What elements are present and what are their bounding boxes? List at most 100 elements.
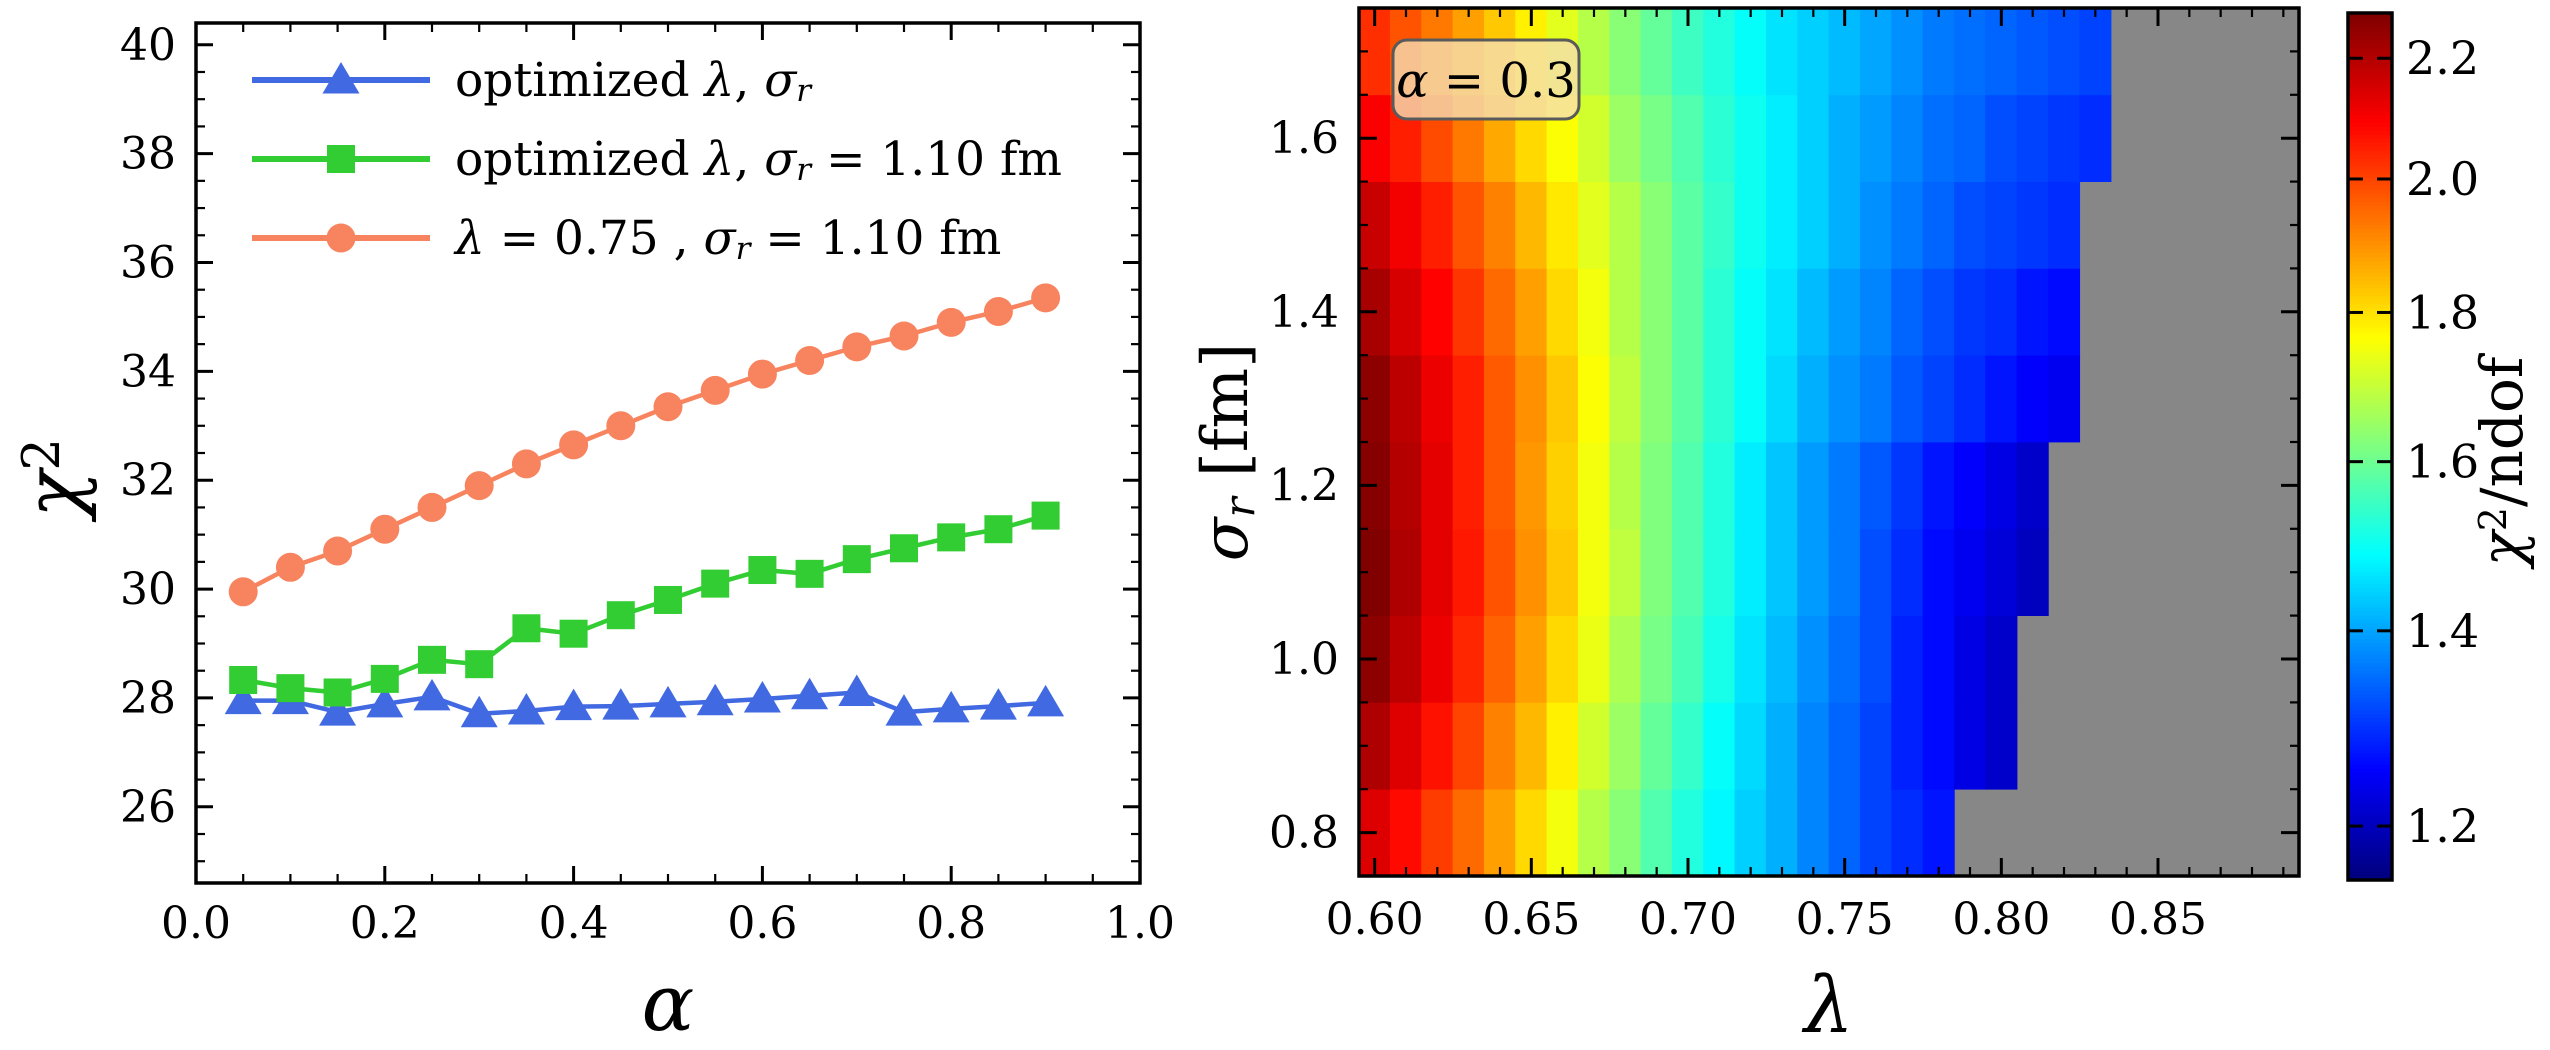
annotation: α = 0.3: [1391, 38, 1581, 121]
colorbar-gradient-step: [2348, 300, 2392, 306]
colorbar-gradient-step: [2348, 698, 2392, 704]
heatmap-cell: [2047, 181, 2081, 269]
x-tick-label: 1.0: [1105, 898, 1175, 949]
data-point-marker: [323, 536, 353, 566]
colorbar-gradient-step: [2348, 643, 2392, 648]
colorbar-gradient-step: [2348, 785, 2392, 790]
colorbar-gradient-step: [2348, 130, 2392, 136]
colorbar-gradient-step: [2348, 229, 2392, 235]
data-point-marker: [842, 332, 872, 362]
heatmap-cell: [1703, 615, 1736, 703]
heatmap-cell: [1389, 441, 1423, 530]
colorbar-gradient-step: [2348, 584, 2392, 589]
heatmap-cell: [1483, 702, 1517, 790]
colorbar-gradient-step: [2348, 99, 2392, 105]
colorbar-gradient-step: [2348, 75, 2392, 81]
colorbar-gradient-step: [2348, 867, 2392, 873]
colorbar-gradient-step: [2348, 509, 2392, 514]
colorbar-gradient-step: [2348, 162, 2392, 168]
heatmap-cell: [1577, 94, 1611, 182]
colorbar-gradient-step: [2348, 359, 2392, 365]
colorbar-gradient-step: [2348, 205, 2392, 211]
colorbar-gradient-step: [2348, 312, 2392, 317]
data-point-marker: [649, 685, 687, 718]
heatmap-cell: [1734, 528, 1767, 616]
colorbar-gradient-step: [2348, 225, 2392, 231]
heatmap-cell: [1546, 181, 1579, 269]
colorbar-gradient-step: [2348, 714, 2392, 719]
colorbar-gradient-step: [2348, 367, 2392, 373]
colorbar-gradient-step: [2348, 209, 2392, 215]
colorbar-gradient-step: [2348, 193, 2392, 199]
colorbar-gradient-step: [2348, 383, 2392, 388]
heatmap-cell: [1765, 7, 1799, 96]
heatmap-cell: [1703, 788, 1736, 877]
heatmap-cell: [1421, 788, 1454, 877]
plot-frame: [1357, 6, 2301, 878]
heatmap-cell: [1452, 702, 1485, 790]
colorbar-gradient-step: [2348, 363, 2392, 369]
heatmap-cell: [1703, 441, 1736, 530]
colorbar-gradient-step: [2348, 87, 2392, 93]
colorbar-gradient-step: [2348, 201, 2392, 207]
data-point-marker: [1031, 283, 1061, 313]
heatmap-cell: [1797, 354, 1830, 443]
colorbar-gradient-step: [2348, 674, 2392, 680]
colorbar-gradient-step: [2348, 174, 2392, 179]
heatmap-cell: [1515, 268, 1548, 356]
heatmap-cell: [1640, 181, 1673, 269]
data-point-marker: [838, 674, 876, 706]
heatmap-cell: [1577, 615, 1611, 703]
colorbar-gradient-step: [2348, 757, 2392, 763]
colorbar-gradient-step: [2348, 481, 2392, 487]
colorbar-tick-label: 1.2: [2406, 799, 2479, 853]
heatmap-cell: [1734, 354, 1767, 443]
colorbar-gradient-step: [2348, 379, 2392, 384]
data-point-marker: [936, 307, 966, 337]
heatmap-cell: [2047, 94, 2081, 182]
colorbar-gradient-step: [2348, 855, 2392, 861]
colorbar-gradient-step: [2348, 788, 2392, 794]
data-point-marker: [889, 321, 919, 351]
heatmap-cell: [1515, 615, 1548, 703]
heatmap-cell: [1421, 441, 1454, 530]
heatmap-cell: [1953, 268, 1987, 356]
data-point-marker: [791, 677, 829, 710]
colorbar-gradient-step: [2348, 595, 2392, 601]
heatmap-cell: [1703, 181, 1736, 269]
colorbar-gradient-step: [2348, 560, 2392, 566]
colorbar-gradient-step: [2348, 647, 2392, 652]
data-point-marker: [511, 449, 541, 479]
data-point-marker: [748, 556, 777, 585]
colorbar-gradient-step: [2348, 840, 2392, 845]
heatmap-cell: [1985, 181, 2018, 269]
x-tick-label: 0.6: [727, 898, 797, 949]
colorbar-gradient-step: [2348, 390, 2392, 396]
data-point-marker: [743, 681, 781, 713]
colorbar-gradient-step: [2348, 662, 2392, 668]
colorbar-gradient-step: [2348, 619, 2392, 625]
heatmap-cell: [1577, 7, 1611, 96]
colorbar-gradient-step: [2348, 721, 2392, 727]
legend-label: optimized λ, σr: [455, 53, 813, 109]
colorbar-gradient-step: [2348, 189, 2392, 195]
colorbar-gradient-step: [2348, 800, 2392, 806]
heatmap-cell: [1609, 181, 1642, 269]
colorbar-gradient-step: [2348, 694, 2392, 700]
heatmap-cell: [1640, 268, 1673, 356]
heatmap-cell: [1891, 268, 1924, 356]
data-point-marker: [276, 674, 305, 703]
heatmap-cell: [2016, 441, 2049, 530]
heatmap-cell: [2079, 94, 2112, 182]
data-point-marker: [559, 619, 588, 648]
colorbar-gradient-step: [2348, 430, 2392, 436]
colorbar-gradient-step: [2348, 461, 2392, 467]
heatmap-cell: [1922, 615, 1955, 703]
colorbar-gradient-step: [2348, 170, 2392, 175]
heatmap-cell: [1828, 268, 1861, 356]
x-tick-label: 0.75: [1796, 894, 1894, 945]
data-point-marker: [795, 559, 824, 588]
heatmap-cell: [1734, 441, 1767, 530]
